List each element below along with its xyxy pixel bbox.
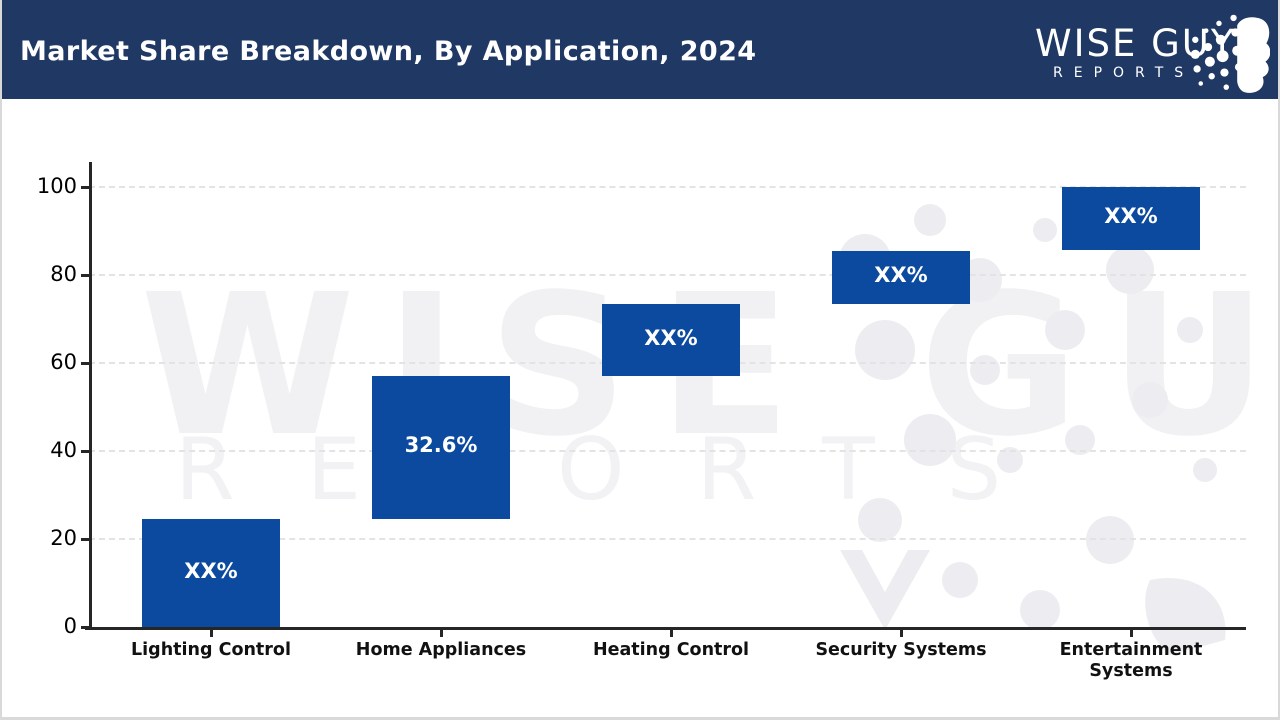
y-tick-label: 40: [50, 438, 77, 462]
bar-value-label: XX%: [1104, 204, 1158, 229]
x-tick-label: Home Appliances: [355, 640, 527, 660]
bar-value-label: XX%: [184, 559, 238, 584]
chart-title: Market Share Breakdown, By Application, …: [20, 36, 757, 67]
y-tick-label: 80: [50, 262, 77, 286]
gridline-40: [89, 450, 1246, 452]
gridline-80: [89, 274, 1246, 276]
bar-value-label: 32.6%: [404, 433, 478, 458]
x-tick-label: Security Systems: [815, 640, 987, 660]
brand-wordmark: WISE GUY: [1035, 22, 1236, 65]
y-tick-label: 0: [63, 614, 77, 638]
bar-3: [832, 250, 970, 304]
x-tick: [670, 629, 673, 637]
y-tick-label: 60: [50, 350, 77, 374]
y-tick-label: 100: [36, 174, 77, 198]
brand-head-icon: [1190, 14, 1270, 93]
bar-value-label: XX%: [644, 325, 698, 350]
y-tick: [81, 450, 89, 453]
y-axis-line: [89, 162, 92, 629]
gridline-20: [89, 538, 1246, 540]
x-tick-label: Lighting Control: [131, 640, 291, 660]
y-tick-label: 20: [50, 526, 77, 550]
watermark-subtext: REPORTS: [175, 420, 1074, 520]
x-tick-label: Entertainment Systems: [1059, 640, 1203, 681]
bar-2: [602, 304, 740, 376]
brand-logo: WISE GUY REPORTS: [1005, 12, 1270, 93]
y-tick: [81, 186, 89, 189]
x-tick: [900, 629, 903, 637]
watermark-head-dots-icon: [839, 204, 1226, 655]
x-tick: [210, 629, 213, 637]
x-axis-line: [85, 627, 1246, 630]
y-tick: [81, 362, 89, 365]
x-tick-label: Heating Control: [592, 640, 750, 660]
gridline-100: [89, 186, 1246, 188]
x-tick: [1130, 629, 1133, 637]
header-bar: Market Share Breakdown, By Application, …: [0, 0, 1280, 99]
bar-0: [142, 519, 280, 627]
x-tick: [440, 629, 443, 637]
bar-value-label: XX%: [874, 263, 928, 288]
y-tick: [81, 538, 89, 541]
bar-4: [1062, 187, 1200, 250]
bar-1: [372, 375, 510, 520]
y-tick: [81, 274, 89, 277]
brand-subtext: REPORTS: [1053, 65, 1195, 81]
